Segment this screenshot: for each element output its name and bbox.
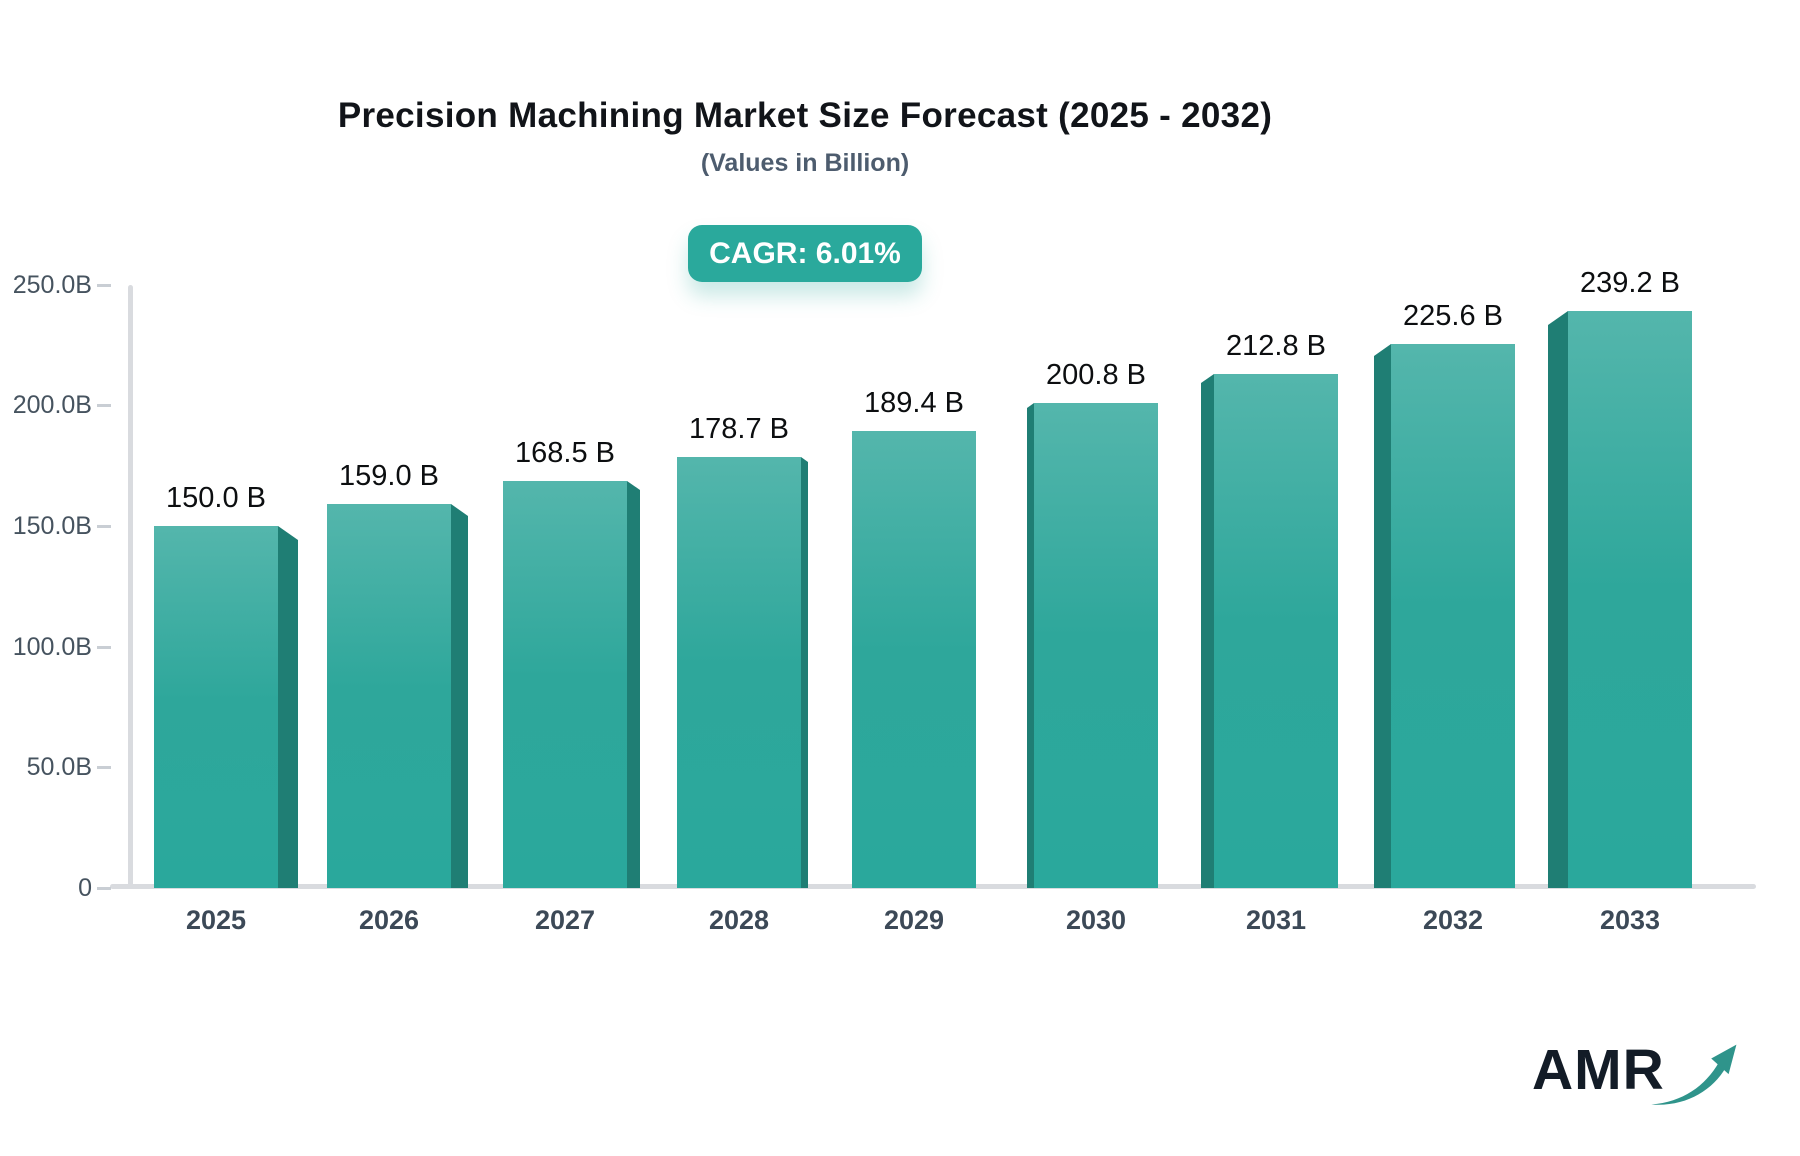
amr-logo: AMR <box>1532 1038 1739 1108</box>
y-axis-tick-mark <box>97 284 111 287</box>
y-axis-tick-label: 0 <box>78 874 92 902</box>
bar-2032 <box>1391 344 1515 888</box>
x-axis-year-label: 2025 <box>185 905 247 935</box>
bar-2029 <box>852 431 976 888</box>
bar-value-label: 239.2 B <box>1580 267 1680 299</box>
bar-2033 <box>1568 311 1692 888</box>
bar-3d-side-2025 <box>278 526 298 888</box>
y-axis-tick-mark <box>97 404 111 407</box>
chart-title: Precision Machining Market Size Forecast… <box>337 96 1273 135</box>
bar-3d-side-2031 <box>1201 374 1214 888</box>
bar-2027 <box>503 481 627 888</box>
y-axis-tick-label: 200.0B <box>12 391 92 419</box>
y-axis-tick-mark <box>97 525 111 528</box>
x-axis-year-label: 2031 <box>1245 905 1307 935</box>
bar-value-label: 168.5 B <box>515 437 615 469</box>
growth-arrow-icon <box>1651 1044 1737 1105</box>
y-axis-line <box>128 285 133 888</box>
bar-3d-side-2026 <box>451 504 468 888</box>
bar-value-label: 178.7 B <box>689 413 789 445</box>
y-axis-tick-label: 250.0B <box>12 271 92 299</box>
bar-value-label: 189.4 B <box>864 387 964 419</box>
y-axis-tick-mark <box>97 887 111 890</box>
y-axis-tick-label: 50.0B <box>26 753 92 781</box>
bar-2025 <box>154 526 278 888</box>
x-axis-year-label: 2026 <box>358 905 420 935</box>
y-axis-tick-label: 150.0B <box>12 512 92 540</box>
bar-2026 <box>327 504 451 888</box>
bar-value-label: 159.0 B <box>339 460 439 492</box>
x-axis-year-label: 2032 <box>1422 905 1484 935</box>
bar-3d-side-2032 <box>1374 344 1391 888</box>
bar-value-label: 150.0 B <box>166 482 266 514</box>
chart-subtitle: (Values in Billion) <box>700 149 910 177</box>
x-axis-year-label: 2030 <box>1065 905 1127 935</box>
bar-2031 <box>1214 374 1338 888</box>
bar-2028 <box>677 457 801 888</box>
y-axis-tick-label: 100.0B <box>12 633 92 661</box>
bar-3d-side-2028 <box>801 457 808 888</box>
bar-value-label: 212.8 B <box>1226 330 1326 362</box>
bar-value-label: 225.6 B <box>1403 300 1503 332</box>
bar-3d-side-2033 <box>1548 311 1568 888</box>
x-axis-year-label: 2033 <box>1599 905 1661 935</box>
amr-logo-text: AMR <box>1532 1038 1665 1102</box>
y-axis-tick-mark <box>97 766 111 769</box>
cagr-badge: CAGR: 6.01% <box>688 225 922 282</box>
bar-value-label: 200.8 B <box>1046 359 1146 391</box>
x-axis-year-label: 2029 <box>883 905 945 935</box>
y-axis-tick-mark <box>97 646 111 649</box>
bar-3d-side-2030 <box>1027 403 1034 888</box>
x-axis-year-label: 2027 <box>534 905 596 935</box>
x-axis-year-label: 2028 <box>708 905 770 935</box>
bar-2030 <box>1034 403 1158 888</box>
bar-3d-side-2027 <box>627 481 640 888</box>
